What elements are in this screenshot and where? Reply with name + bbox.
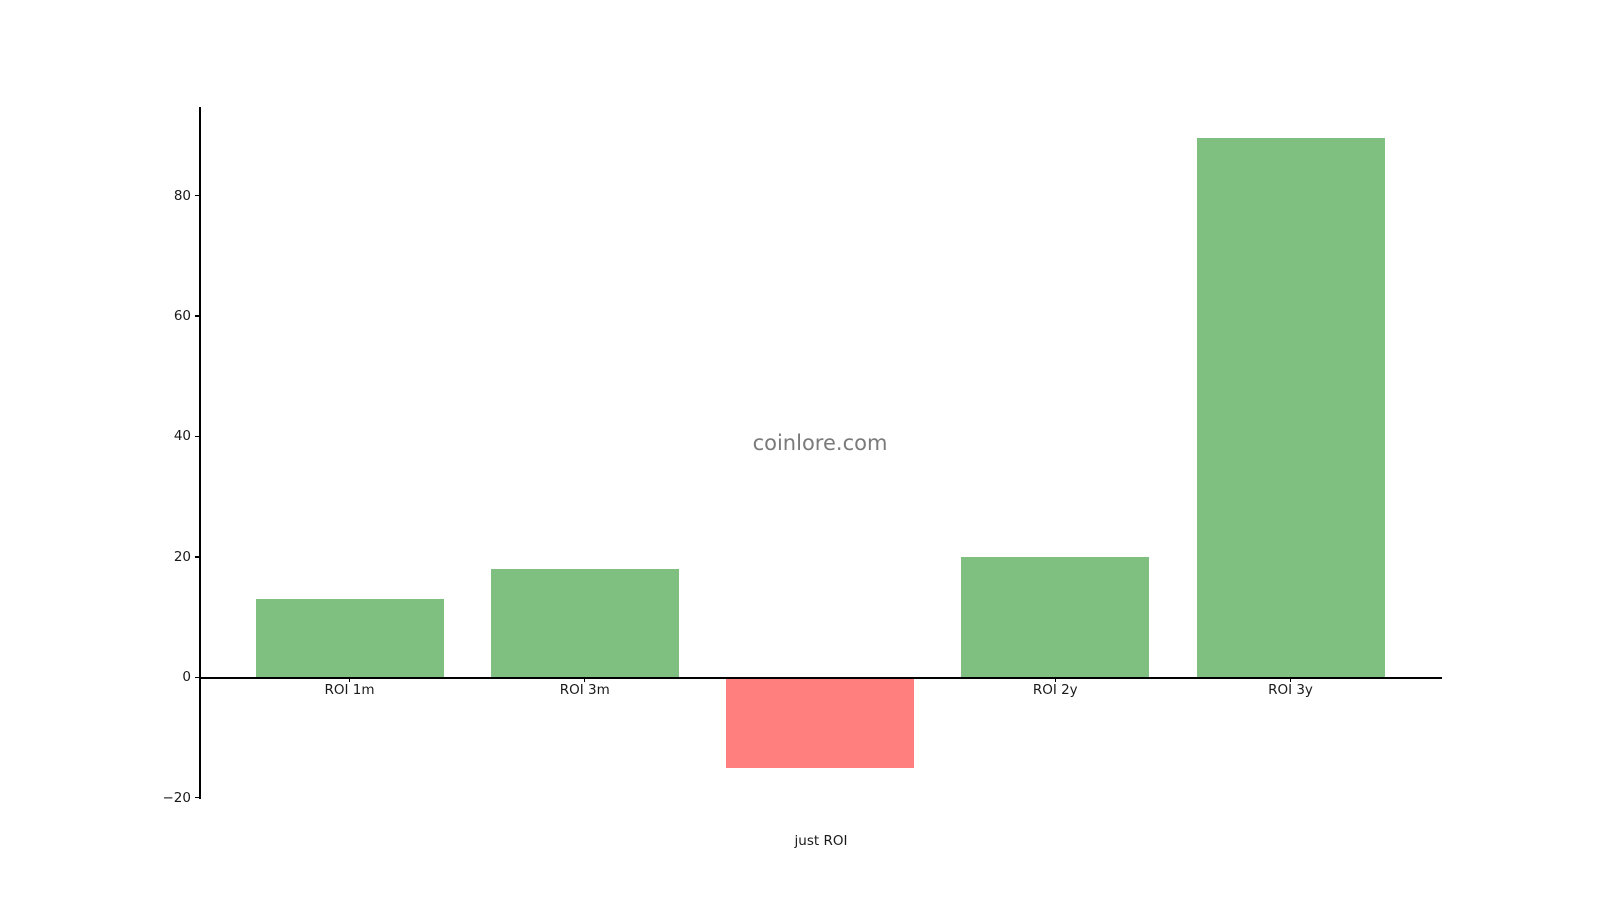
y-axis-spine: [199, 107, 201, 799]
x-tick-label: ROI 3y: [1268, 681, 1313, 698]
x-tick-label: ROI 2y: [1032, 681, 1078, 698]
x-axis-zero-line: [200, 677, 1442, 679]
y-tick-mark: [195, 435, 200, 438]
x-tick-mark: [348, 677, 351, 683]
bar-ROI 3y: [1196, 138, 1385, 678]
y-tick-label: −20: [162, 789, 192, 806]
y-tick-label: 80: [173, 187, 191, 204]
y-tick-mark: [195, 797, 200, 799]
bar-roi-2: [726, 677, 914, 768]
x-tick-mark: [584, 677, 586, 683]
bar-ROI 2y: [961, 556, 1150, 678]
y-tick-mark: [195, 676, 200, 678]
bar-ROI 3m: [490, 568, 679, 678]
y-tick-label: 40: [173, 428, 191, 445]
y-tick-mark: [195, 194, 200, 197]
x-axis-title: just ROI: [794, 833, 848, 849]
y-tick-mark: [195, 556, 200, 558]
y-tick-label: 20: [173, 548, 191, 565]
x-tick-label: ROI 3m: [559, 681, 610, 698]
y-tick-label: 0: [182, 669, 191, 686]
y-tick-label: 60: [173, 307, 191, 324]
x-tick-mark: [1289, 677, 1292, 683]
x-tick-label: ROI 1m: [324, 681, 375, 698]
bar-ROI 1m: [255, 599, 444, 678]
y-tick-mark: [195, 315, 200, 317]
x-tick-mark: [1054, 677, 1056, 683]
watermark: coinlore.com: [752, 431, 888, 455]
